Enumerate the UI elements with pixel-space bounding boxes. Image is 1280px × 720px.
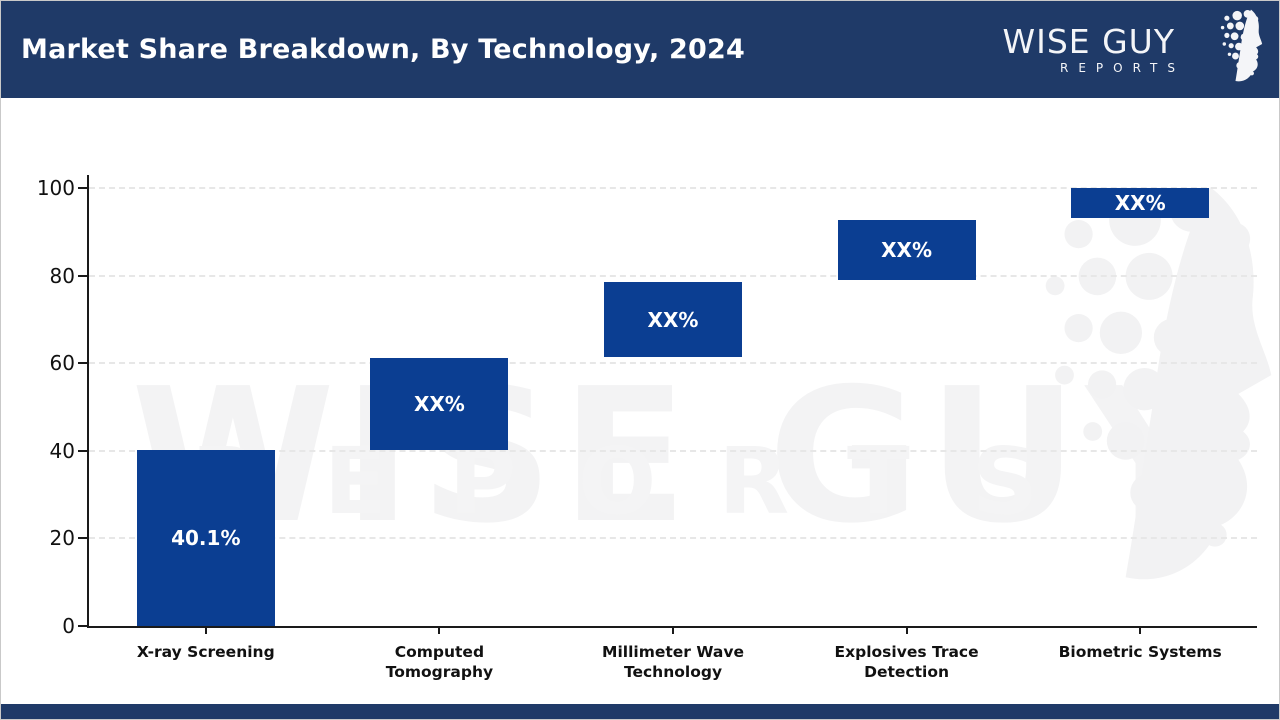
y-axis-line: [87, 175, 89, 628]
gridline: [89, 537, 1257, 540]
x-axis-category-label: Biometric Systems: [1058, 643, 1222, 661]
watermark-face-icon: [1045, 187, 1272, 580]
bar-segment: 40.1%: [136, 450, 275, 626]
chart-area: WISE GUY REPORTS 0 20 40 60 80 100 40.1% X-ray …: [1, 98, 1279, 706]
bar-segment: XX%: [1071, 188, 1210, 219]
bar-value-label: XX%: [647, 307, 699, 332]
y-axis-label: 60: [49, 351, 75, 376]
y-axis-tick: [78, 449, 87, 452]
x-axis-tick: [672, 626, 674, 634]
y-axis-tick: [78, 274, 87, 277]
gridline: [89, 274, 1257, 277]
bar-value-label: XX%: [1114, 191, 1166, 216]
y-axis-label: 0: [62, 614, 75, 638]
chart-title: Market Share Breakdown, By Technology, 2…: [21, 34, 746, 65]
x-axis-tick: [1139, 626, 1142, 634]
brand-logo: WISE GUY REPORTS: [1002, 7, 1263, 93]
gridline: [89, 362, 1257, 365]
x-axis-tick: [438, 626, 441, 634]
gridline: [89, 187, 1257, 189]
watermark-subtext: REPORTS: [191, 428, 1101, 535]
y-axis-label: 40: [49, 438, 75, 463]
gridline: [89, 449, 1257, 452]
logo-subtext: REPORTS: [1059, 61, 1185, 75]
y-axis-tick: [78, 362, 87, 365]
y-axis-label: 20: [49, 526, 75, 551]
watermark-wordmark: WISE GUY: [131, 348, 1228, 564]
bar-value-label: XX%: [413, 392, 465, 417]
x-axis-category-label: Millimeter Wave Technology: [602, 643, 744, 682]
y-axis-label: 100: [36, 176, 75, 200]
bar-value-label: XX%: [881, 238, 933, 263]
x-axis-category-label: X-ray Screening: [136, 643, 275, 661]
y-axis-tick: [78, 537, 87, 540]
y-axis-tick: [78, 187, 87, 189]
x-axis-category-label: Explosives Trace Detection: [834, 643, 979, 682]
bar-segment: XX%: [370, 357, 509, 451]
logo-wordmark: WISE GUY: [1002, 22, 1175, 61]
bar-value-label: 40.1%: [171, 526, 241, 551]
bar-segment: XX%: [837, 220, 976, 281]
x-axis-tick: [905, 626, 908, 634]
bar-segment: XX%: [604, 282, 742, 358]
footer-bar: [1, 704, 1279, 719]
y-axis-label: 80: [49, 263, 75, 288]
brand-logo-text: WISE GUY REPORTS: [1002, 25, 1175, 74]
dotted-face-icon: [1220, 9, 1263, 81]
x-axis-category-label: Computed Tomography: [385, 643, 494, 682]
header-bar: Market Share Breakdown, By Technology, 2…: [1, 1, 1279, 98]
x-axis-tick: [204, 626, 207, 634]
y-axis-tick: [78, 625, 87, 627]
